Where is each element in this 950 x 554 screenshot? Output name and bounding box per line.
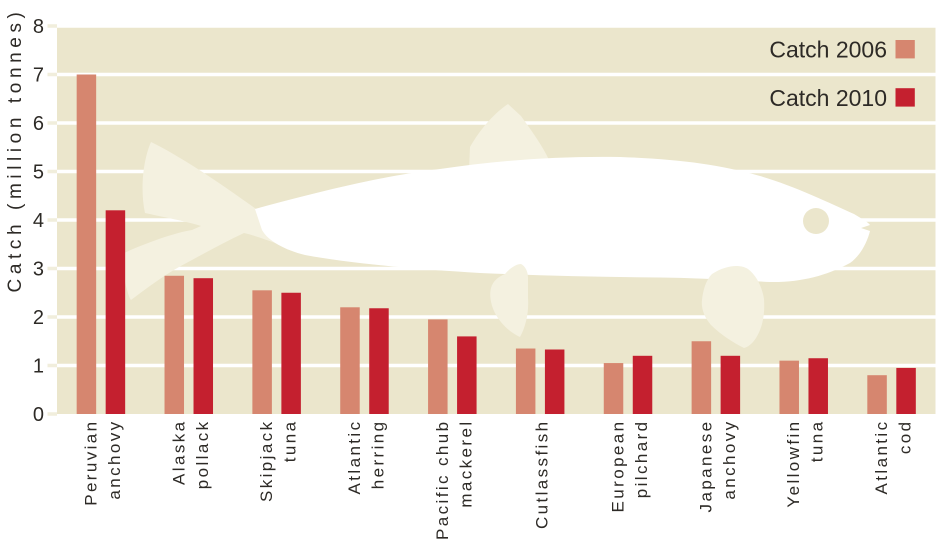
svg-text:anchovy: anchovy — [105, 420, 124, 500]
svg-text:Atlantic: Atlantic — [872, 420, 891, 495]
svg-text:Alaska: Alaska — [169, 420, 188, 485]
svg-text:Catch 2006: Catch 2006 — [769, 37, 887, 63]
svg-text:Pacific chub: Pacific chub — [433, 420, 452, 540]
svg-text:anchovy: anchovy — [720, 420, 739, 500]
svg-text:Yellowfin: Yellowfin — [784, 420, 803, 508]
svg-text:tuna: tuna — [808, 420, 827, 463]
svg-text:tuna: tuna — [281, 420, 300, 463]
svg-text:3: 3 — [33, 259, 44, 281]
svg-text:8: 8 — [33, 16, 44, 38]
svg-text:pollack: pollack — [193, 420, 212, 490]
svg-text:herring: herring — [368, 420, 387, 490]
svg-text:European: European — [609, 420, 628, 513]
svg-text:6: 6 — [33, 113, 44, 135]
svg-text:2: 2 — [33, 307, 44, 329]
svg-text:cod: cod — [896, 420, 915, 455]
svg-text:1: 1 — [33, 356, 44, 378]
svg-text:Atlantic: Atlantic — [345, 420, 364, 495]
svg-text:Skipjack: Skipjack — [257, 420, 276, 503]
svg-text:0: 0 — [33, 404, 44, 426]
svg-text:7: 7 — [33, 65, 44, 87]
svg-text:mackerel: mackerel — [456, 420, 475, 508]
svg-text:4: 4 — [33, 210, 44, 232]
svg-text:5: 5 — [33, 162, 44, 184]
svg-text:Japanese: Japanese — [696, 420, 715, 513]
svg-text:Catch (million tonnes): Catch (million tonnes) — [5, 8, 26, 293]
svg-text:pilchard: pilchard — [632, 420, 651, 499]
svg-text:Catch 2010: Catch 2010 — [769, 85, 887, 111]
svg-text:Cutlassfish: Cutlassfish — [533, 420, 552, 530]
svg-text:Peruvian: Peruvian — [81, 420, 100, 506]
